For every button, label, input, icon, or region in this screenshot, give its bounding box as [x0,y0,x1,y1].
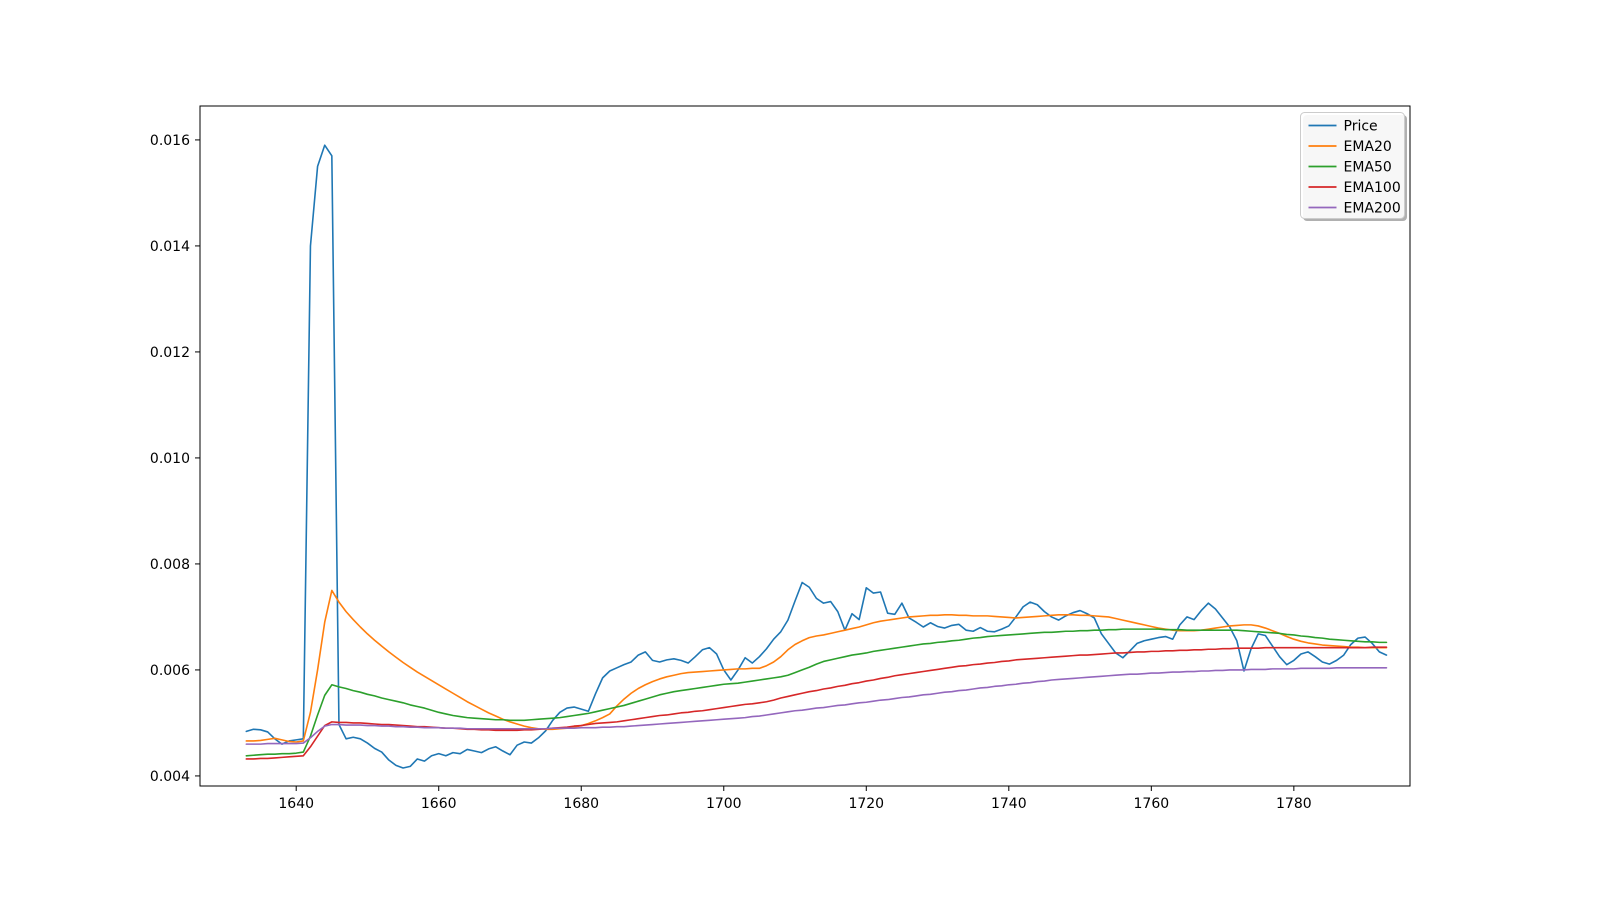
legend-box [1300,112,1405,219]
series-line-price [245,144,1388,769]
y-tick-label: 0.008 [150,557,190,573]
y-tick-label: 0.016 [150,133,190,149]
plot-border [199,105,1411,787]
x-tick-label: 1760 [1134,796,1170,812]
y-tick-label: 0.006 [150,663,190,679]
y-tick-label: 0.010 [150,451,190,467]
legend-label-ema20: EMA20 [1344,139,1392,155]
legend-label-ema100: EMA100 [1344,180,1401,196]
x-tick-label: 1700 [706,796,742,812]
x-tick-label: 1680 [563,796,599,812]
series-line-ema20 [245,589,1388,743]
series-line-ema200 [245,667,1388,745]
legend-label-price: Price [1344,119,1378,135]
legend-label-ema50: EMA50 [1344,160,1392,176]
x-tick-label: 1780 [1276,796,1312,812]
y-tick-label: 0.004 [150,769,190,785]
y-tick-label: 0.014 [150,239,190,255]
legend: Price EMA20 EMA50 EMA100 EMA200 [1300,112,1407,221]
series-line-ema50 [245,628,1388,757]
x-tick-label: 1740 [991,796,1027,812]
x-tick-label: 1720 [848,796,884,812]
x-tick-label: 1660 [421,796,457,812]
legend-label-ema200: EMA200 [1344,201,1401,217]
x-tick-label: 1640 [278,796,314,812]
y-tick-label: 0.012 [150,345,190,361]
